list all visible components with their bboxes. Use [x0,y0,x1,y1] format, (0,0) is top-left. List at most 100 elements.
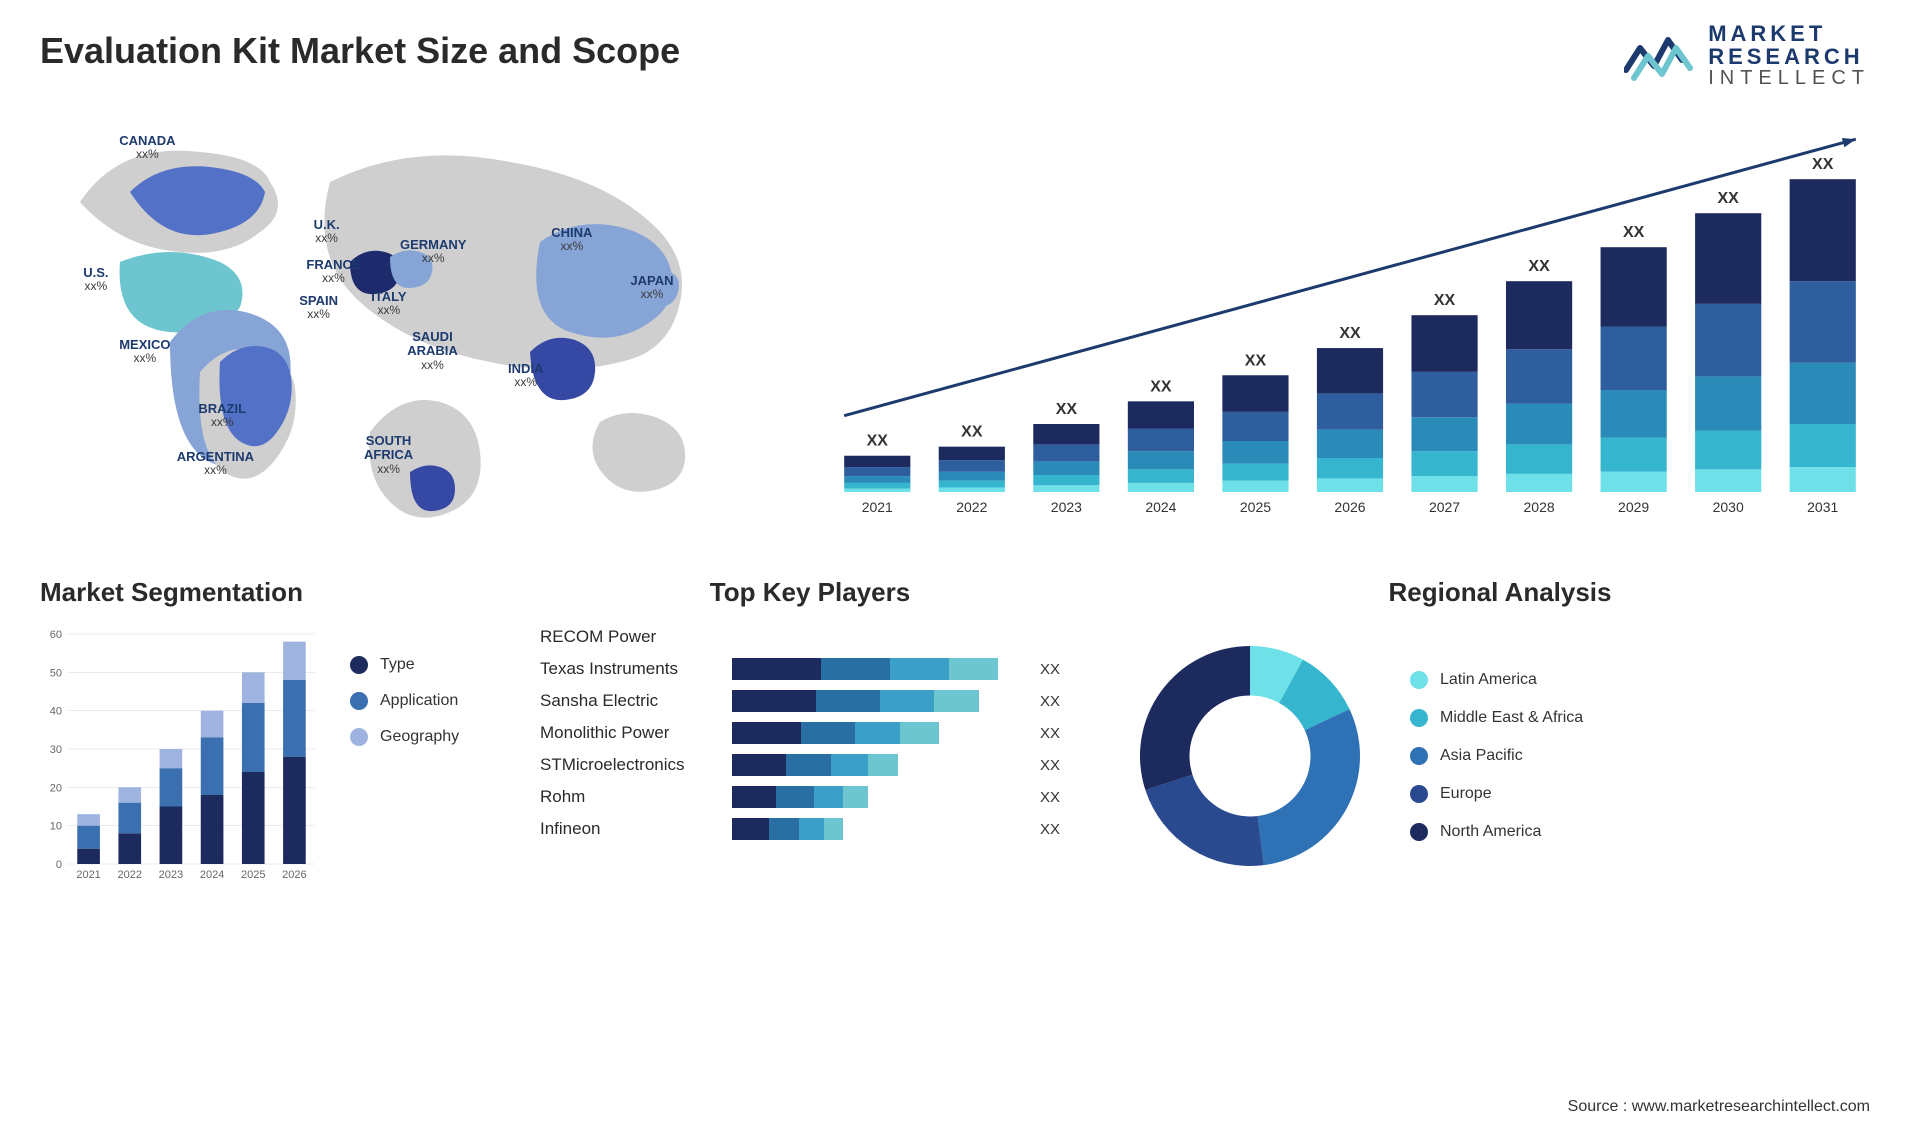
player-bar-segment [732,690,816,712]
legend-swatch [350,656,368,674]
legend-swatch [1410,785,1428,803]
legend-item: North America [1410,823,1583,841]
players-list: RECOM Power Texas InstrumentsXX Sansha Ele… [540,626,1080,840]
legend-item: Middle East & Africa [1410,709,1583,727]
player-bar [732,786,1028,808]
player-row: RohmXX [540,786,1080,808]
svg-text:2026: 2026 [1334,499,1365,515]
player-value: XX [1040,725,1080,742]
svg-text:0: 0 [56,859,62,871]
player-bar-segment [880,690,934,712]
player-name: Sansha Electric [540,691,720,711]
player-bar [732,690,1028,712]
logo-line-3: INTELLECT [1708,68,1870,89]
player-row: Monolithic PowerXX [540,722,1080,744]
legend-item: Latin America [1410,671,1583,689]
legend-label: Type [380,656,415,674]
map-label: FRANCExx% [306,258,360,285]
legend-item: Europe [1410,785,1583,803]
svg-text:2022: 2022 [956,499,987,515]
svg-text:XX: XX [867,433,889,450]
svg-text:2022: 2022 [118,869,142,881]
svg-text:2025: 2025 [1240,499,1271,515]
player-bar [732,754,1028,776]
player-row: Sansha Electric XX [540,690,1080,712]
segmentation-title: Market Segmentation [40,577,500,608]
player-value: XX [1040,757,1080,774]
svg-text:2021: 2021 [76,869,100,881]
player-row: InfineonXX [540,818,1080,840]
svg-text:2030: 2030 [1713,499,1744,515]
legend-label: North America [1440,823,1541,841]
map-label: U.K.xx% [314,218,340,245]
svg-text:40: 40 [50,706,62,718]
player-bar-segment [732,658,821,680]
player-bar-segment [732,754,786,776]
svg-text:2029: 2029 [1618,499,1649,515]
svg-text:XX: XX [1339,325,1361,342]
brand-logo: MARKET RESEARCH INTELLECT [1624,22,1870,89]
map-label: SPAINxx% [299,294,338,321]
region-panel: Regional Analysis Latin America Middle Ea… [1120,577,1880,886]
player-value: XX [1040,661,1080,678]
legend-swatch [1410,709,1428,727]
player-row: STMicroelectronics XX [540,754,1080,776]
player-name: STMicroelectronics [540,755,720,775]
region-legend: Latin America Middle East & Africa Asia Pa… [1410,671,1583,841]
player-bar-segment [890,658,949,680]
logo-icon [1624,30,1694,82]
page-title: Evaluation Kit Market Size and Scope [40,30,1880,72]
player-bar-segment [821,658,890,680]
legend-label: Geography [380,728,459,746]
player-bar-segment [843,786,868,808]
player-bar-segment [824,818,844,840]
svg-text:XX: XX [1056,401,1078,418]
legend-swatch [1410,671,1428,689]
map-label: SOUTHAFRICAxx% [364,434,413,476]
map-label: ITALYxx% [371,290,406,317]
player-bar-segment [732,818,769,840]
player-name: RECOM Power [540,627,720,647]
map-label: CANADAxx% [119,134,175,161]
legend-item: Application [350,692,459,710]
world-map-panel: CANADAxx%U.S.xx%MEXICOxx%BRAZILxx%ARGENT… [40,122,760,522]
logo-line-1: MARKET [1708,22,1870,45]
player-value: XX [1040,821,1080,838]
map-label: GERMANYxx% [400,238,466,265]
player-bar-segment [814,786,844,808]
svg-text:60: 60 [50,629,62,641]
svg-text:2026: 2026 [282,869,306,881]
player-bar-segment [816,690,880,712]
player-bar-segment [732,722,801,744]
map-label: INDIAxx% [508,362,543,389]
player-bar-segment [786,754,830,776]
region-title: Regional Analysis [1120,577,1880,608]
segmentation-chart: 0102030405060202120222023202420252026 [40,626,320,886]
legend-label: Middle East & Africa [1440,709,1583,727]
player-row: Texas InstrumentsXX [540,658,1080,680]
growth-chart: XX2021XX2022XX2023XX2024XX2025XX2026XX20… [820,122,1880,522]
player-value: XX [1040,693,1080,710]
source-text: Source : www.marketresearchintellect.com [1568,1098,1870,1116]
map-label: ARGENTINAxx% [177,450,254,477]
svg-text:2021: 2021 [862,499,893,515]
player-name: Rohm [540,787,720,807]
svg-text:50: 50 [50,667,62,679]
segmentation-panel: Market Segmentation 01020304050602021202… [40,577,500,886]
player-bar-segment [900,722,939,744]
legend-label: Asia Pacific [1440,747,1523,765]
growth-chart-panel: XX2021XX2022XX2023XX2024XX2025XX2026XX20… [820,122,1880,527]
logo-line-2: RESEARCH [1708,45,1870,68]
region-donut-chart [1120,626,1380,886]
legend-swatch [1410,823,1428,841]
svg-text:XX: XX [1718,190,1740,207]
map-label: CHINAxx% [551,226,592,253]
svg-text:XX: XX [1528,258,1550,275]
svg-text:XX: XX [1245,352,1267,369]
player-bar-segment [855,722,899,744]
legend-item: Type [350,656,459,674]
legend-swatch [1410,747,1428,765]
svg-text:2023: 2023 [1051,499,1082,515]
svg-text:2024: 2024 [1145,499,1176,515]
svg-text:2023: 2023 [159,869,183,881]
